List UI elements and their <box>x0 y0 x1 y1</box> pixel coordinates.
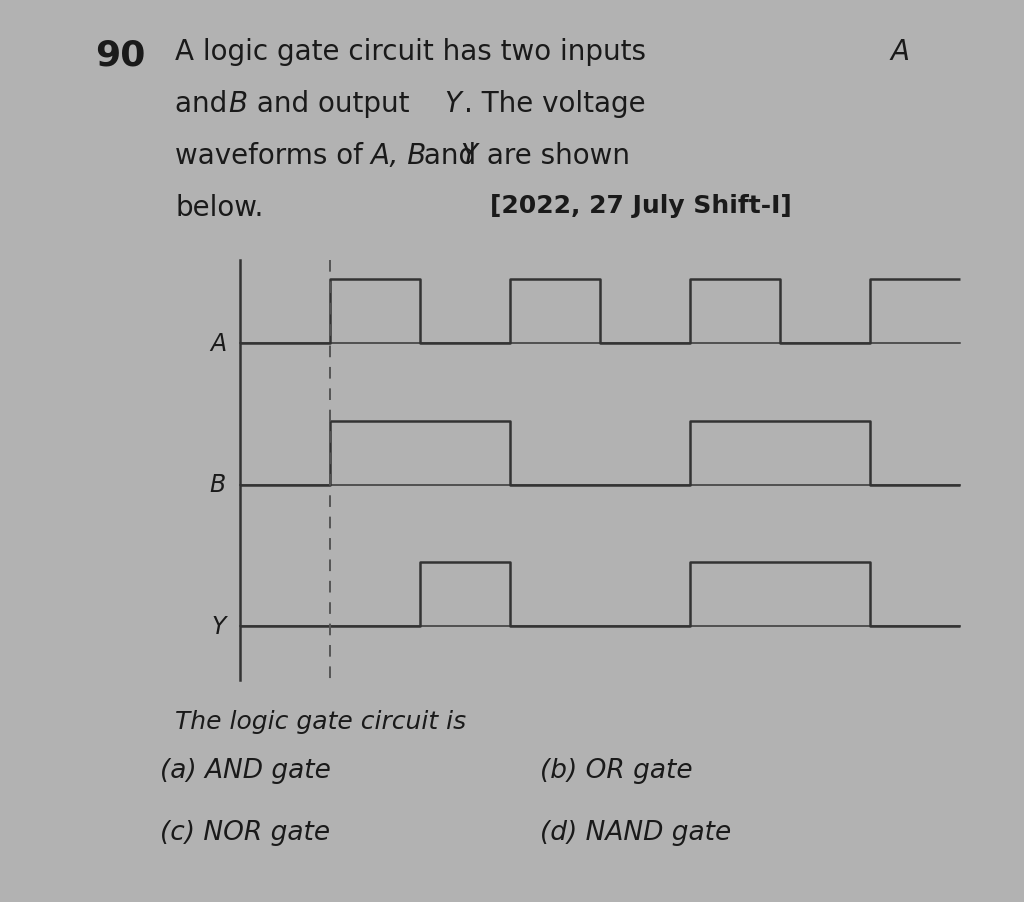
Text: B: B <box>228 90 247 118</box>
Text: Y: Y <box>212 615 226 640</box>
Text: waveforms of: waveforms of <box>175 142 372 170</box>
Text: (b) OR gate: (b) OR gate <box>540 758 692 784</box>
Text: A: A <box>210 332 226 355</box>
Text: and: and <box>175 90 237 118</box>
Text: (a) AND gate: (a) AND gate <box>160 758 331 784</box>
Text: (c) NOR gate: (c) NOR gate <box>160 820 330 846</box>
Text: (d) NAND gate: (d) NAND gate <box>540 820 731 846</box>
Text: A logic gate circuit has two inputs: A logic gate circuit has two inputs <box>175 38 655 66</box>
Text: A: A <box>890 38 909 66</box>
Text: and: and <box>415 142 485 170</box>
Text: 90: 90 <box>95 38 145 72</box>
Text: The logic gate circuit is: The logic gate circuit is <box>175 710 466 734</box>
Text: Y: Y <box>444 90 461 118</box>
Text: Y: Y <box>460 142 477 170</box>
Text: are shown: are shown <box>478 142 630 170</box>
Text: . The voltage: . The voltage <box>464 90 645 118</box>
Text: B: B <box>210 474 226 498</box>
Text: below.: below. <box>175 194 263 222</box>
Text: [2022, 27 July Shift-I]: [2022, 27 July Shift-I] <box>490 194 792 218</box>
Text: and output: and output <box>248 90 419 118</box>
Text: A, B: A, B <box>370 142 426 170</box>
